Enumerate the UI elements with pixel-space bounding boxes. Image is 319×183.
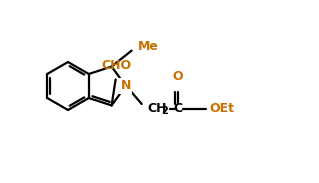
Text: C: C — [173, 102, 182, 115]
Text: 2: 2 — [162, 106, 168, 116]
Text: Me: Me — [137, 40, 159, 53]
Text: OEt: OEt — [210, 102, 235, 115]
Text: CHO: CHO — [101, 59, 132, 72]
Text: N: N — [121, 79, 131, 92]
Text: CH: CH — [148, 102, 167, 115]
Text: O: O — [172, 70, 183, 83]
